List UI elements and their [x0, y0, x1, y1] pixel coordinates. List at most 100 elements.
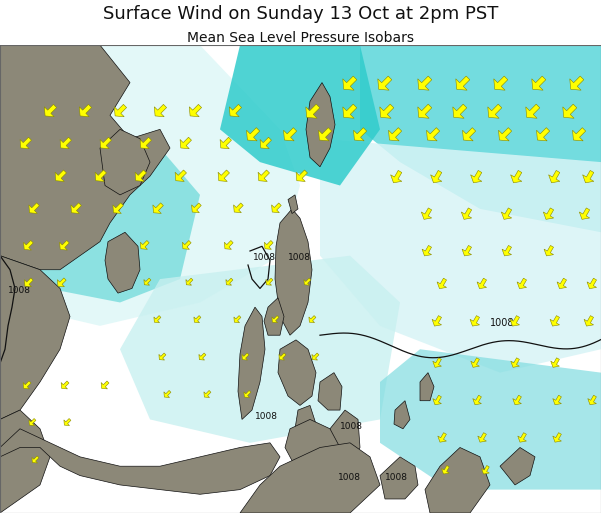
Polygon shape — [220, 45, 380, 186]
Polygon shape — [579, 208, 590, 220]
Polygon shape — [573, 128, 586, 141]
Polygon shape — [120, 255, 400, 443]
Polygon shape — [153, 203, 163, 213]
Text: 1008: 1008 — [490, 318, 514, 328]
Polygon shape — [500, 447, 535, 485]
Polygon shape — [510, 315, 520, 326]
Polygon shape — [378, 76, 392, 90]
Polygon shape — [175, 170, 186, 182]
Polygon shape — [57, 278, 66, 287]
Polygon shape — [391, 170, 402, 183]
Polygon shape — [463, 128, 476, 141]
Polygon shape — [430, 170, 442, 183]
Polygon shape — [513, 395, 522, 405]
Polygon shape — [456, 76, 470, 90]
Polygon shape — [189, 104, 201, 117]
Polygon shape — [141, 241, 149, 249]
Polygon shape — [432, 315, 442, 326]
Polygon shape — [550, 315, 560, 326]
Polygon shape — [418, 76, 432, 90]
Polygon shape — [0, 255, 70, 420]
Polygon shape — [71, 203, 81, 213]
Polygon shape — [499, 128, 511, 141]
Polygon shape — [60, 137, 72, 149]
Polygon shape — [473, 395, 481, 405]
Polygon shape — [244, 390, 251, 398]
Polygon shape — [0, 410, 50, 513]
Polygon shape — [532, 76, 546, 90]
Polygon shape — [242, 353, 249, 360]
Polygon shape — [437, 278, 447, 289]
Polygon shape — [25, 278, 33, 287]
Polygon shape — [154, 315, 161, 323]
Polygon shape — [420, 372, 434, 401]
Polygon shape — [462, 208, 472, 220]
Polygon shape — [481, 465, 489, 474]
Polygon shape — [164, 390, 171, 398]
Polygon shape — [288, 195, 298, 213]
Polygon shape — [199, 353, 206, 360]
Polygon shape — [264, 298, 284, 335]
Polygon shape — [192, 203, 201, 213]
Polygon shape — [135, 170, 147, 182]
Polygon shape — [246, 128, 260, 141]
Polygon shape — [471, 358, 480, 367]
Polygon shape — [471, 170, 482, 183]
Polygon shape — [284, 128, 297, 141]
Polygon shape — [312, 353, 319, 360]
Polygon shape — [204, 390, 211, 398]
Polygon shape — [140, 137, 151, 149]
Text: Mean Sea Level Pressure Isobars: Mean Sea Level Pressure Isobars — [187, 31, 414, 45]
Polygon shape — [309, 315, 316, 323]
Polygon shape — [0, 429, 280, 513]
Polygon shape — [551, 358, 560, 367]
Polygon shape — [584, 315, 594, 326]
Polygon shape — [353, 128, 367, 141]
Polygon shape — [422, 245, 432, 256]
Polygon shape — [0, 148, 200, 303]
Polygon shape — [427, 128, 440, 141]
Polygon shape — [226, 278, 233, 285]
Polygon shape — [100, 137, 111, 149]
Polygon shape — [218, 170, 230, 182]
Polygon shape — [502, 245, 511, 256]
Polygon shape — [61, 381, 69, 389]
Polygon shape — [304, 278, 311, 285]
Polygon shape — [144, 278, 151, 285]
Polygon shape — [44, 104, 56, 117]
Polygon shape — [330, 410, 360, 466]
Polygon shape — [258, 170, 269, 182]
Polygon shape — [154, 104, 166, 117]
Polygon shape — [272, 315, 279, 323]
Polygon shape — [511, 358, 519, 367]
Polygon shape — [182, 241, 191, 249]
Polygon shape — [421, 208, 432, 220]
Polygon shape — [32, 456, 39, 463]
Polygon shape — [582, 170, 594, 183]
Text: 1008: 1008 — [253, 253, 276, 262]
Polygon shape — [537, 128, 550, 141]
Polygon shape — [100, 129, 150, 195]
Polygon shape — [517, 278, 526, 289]
Polygon shape — [234, 315, 241, 323]
Polygon shape — [380, 104, 394, 119]
Polygon shape — [543, 208, 554, 220]
Polygon shape — [0, 45, 300, 326]
Polygon shape — [470, 315, 480, 326]
Polygon shape — [224, 241, 233, 249]
Polygon shape — [418, 104, 432, 119]
Polygon shape — [186, 278, 193, 285]
Polygon shape — [318, 372, 342, 410]
Polygon shape — [433, 358, 441, 367]
Polygon shape — [79, 104, 91, 117]
Polygon shape — [433, 395, 441, 405]
Text: 1008: 1008 — [288, 253, 311, 262]
Polygon shape — [238, 307, 265, 420]
Polygon shape — [501, 208, 511, 220]
Polygon shape — [113, 203, 123, 213]
Polygon shape — [320, 139, 601, 372]
Text: Surface Wind on Sunday 13 Oct at 2pm PST: Surface Wind on Sunday 13 Oct at 2pm PST — [103, 5, 498, 23]
Polygon shape — [494, 76, 508, 90]
Polygon shape — [275, 209, 312, 335]
Polygon shape — [285, 420, 355, 495]
